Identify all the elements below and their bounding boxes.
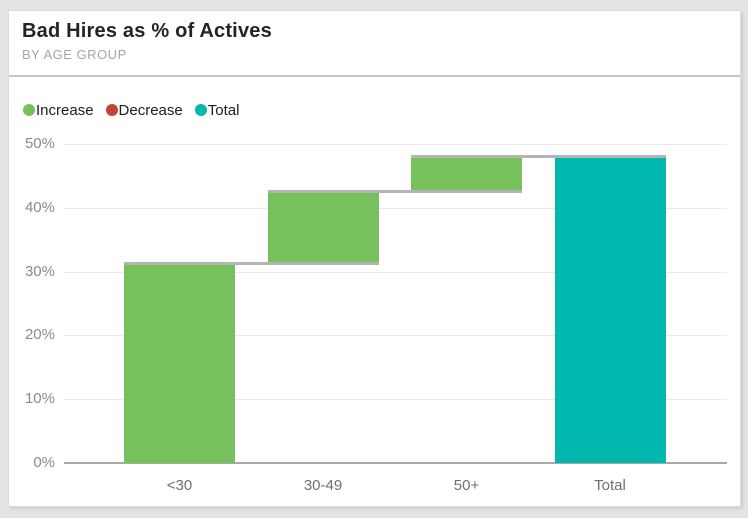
gridline: [64, 144, 727, 145]
legend-item-label: Total: [207, 101, 240, 119]
waterfall-bar-50[interactable]: [411, 158, 522, 194]
chart-tile: Bad Hires as % of Actives BY AGE GROUP I…: [8, 10, 741, 507]
chart-header: Bad Hires as % of Actives BY AGE GROUP: [22, 20, 272, 62]
x-axis-line: [64, 462, 727, 464]
waterfall-connector: [411, 155, 666, 159]
gridline: [64, 271, 727, 273]
y-axis-tick-label: 50%: [24, 135, 55, 152]
x-axis-label: 50+: [453, 477, 480, 494]
waterfall-connector: [124, 262, 379, 266]
y-axis-tick-label: 10%: [24, 390, 55, 408]
y-axis-tick-label: 0%: [33, 454, 55, 471]
waterfall-bar-3049[interactable]: [267, 193, 379, 266]
x-axis-label: 30-49: [303, 477, 343, 494]
legend-item-total[interactable]: Total: [194, 101, 240, 119]
waterfall-bar-total[interactable]: [554, 158, 666, 463]
waterfall-chart[interactable]: 0% 10% 20% 30% 40% 50% <30 30-49 50+ Total: [9, 11, 742, 508]
legend-item-label: Decrease: [118, 101, 183, 119]
legend-increase-dot-icon: [23, 104, 35, 116]
gridline: [64, 399, 727, 401]
header-divider: [9, 75, 740, 77]
waterfall-bar-30[interactable]: [124, 265, 235, 463]
gridline: [64, 335, 727, 337]
y-axis-tick-label: 30%: [24, 262, 55, 280]
legend-item-decrease[interactable]: Decrease: [105, 101, 183, 119]
legend-total-dot-icon: [194, 104, 207, 116]
chart-subtitle: BY AGE GROUP: [22, 47, 127, 62]
y-axis-tick-label: 40%: [24, 198, 55, 216]
legend-decrease-dot-icon: [105, 104, 118, 116]
legend-item-label: Increase: [36, 101, 94, 119]
waterfall-connector: [267, 190, 522, 194]
y-axis-tick-label: 20%: [24, 326, 55, 344]
chart-title: Bad Hires as % of Actives: [22, 20, 272, 42]
gridline: [64, 207, 727, 209]
x-axis-label: <30: [166, 477, 193, 494]
legend: Increase Decrease Total: [23, 101, 251, 119]
x-axis-label: Total: [594, 477, 626, 494]
legend-item-increase[interactable]: Increase: [23, 102, 94, 119]
